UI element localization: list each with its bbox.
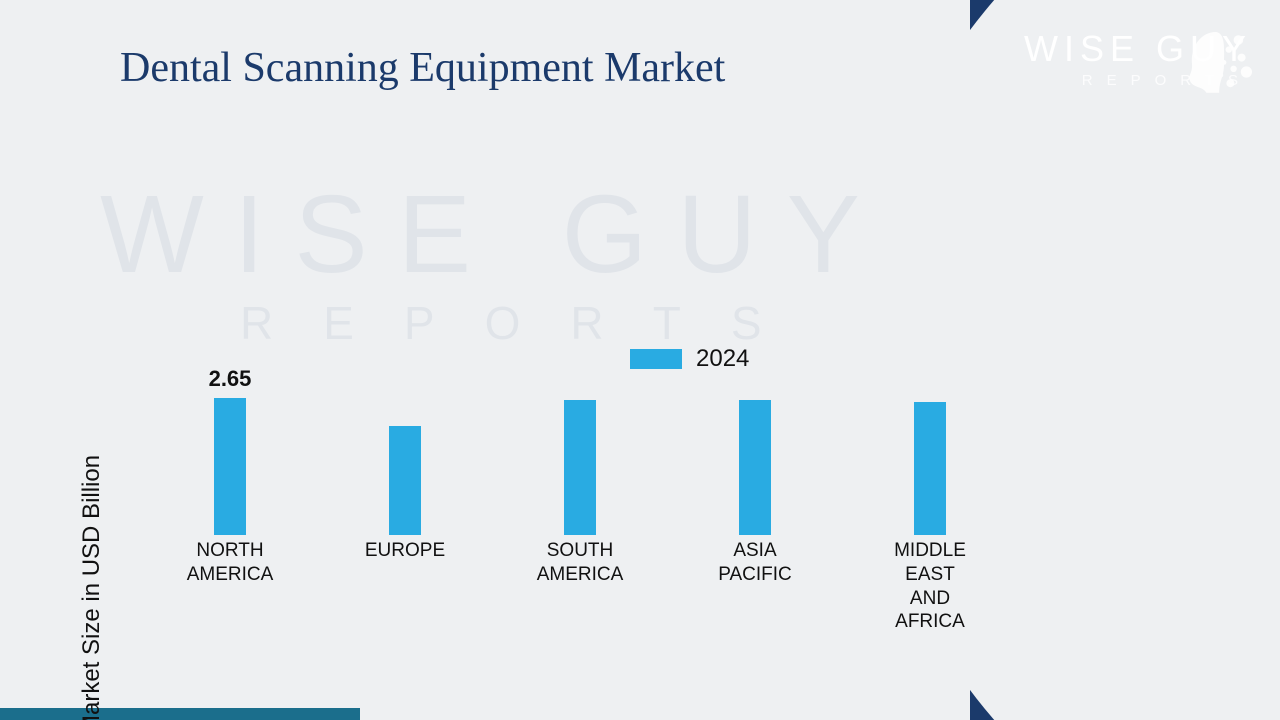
- y-axis-label: Market Size in USD Billion: [78, 455, 106, 720]
- plot-region: 2.65NORTH AMERICAEUROPESOUTH AMERICAASIA…: [120, 135, 1020, 535]
- category-label: NORTH AMERICA: [187, 539, 274, 587]
- category-label: EUROPE: [365, 539, 445, 563]
- bar: [389, 426, 421, 535]
- category-label: ASIA PACIFIC: [718, 539, 792, 587]
- brain-head-icon: [1176, 24, 1256, 104]
- legend-label: 2024: [696, 345, 749, 373]
- bar: [214, 398, 246, 535]
- bar-group: EUROPE: [325, 135, 485, 535]
- bottom-accent-bar: [0, 708, 360, 720]
- bar-group: ASIA PACIFIC: [675, 135, 835, 535]
- bar-value-label: 2.65: [209, 366, 252, 392]
- bar-group: SOUTH AMERICA: [500, 135, 660, 535]
- brand-logo: WISE GUY REPORTS: [1024, 28, 1252, 89]
- bar: [739, 400, 771, 535]
- legend: 2024: [630, 345, 749, 373]
- chart-area: Market Size in USD Billion 2.65NORTH AME…: [60, 135, 1020, 675]
- category-label: SOUTH AMERICA: [537, 539, 624, 587]
- bar: [914, 402, 946, 535]
- bar-group: MIDDLE EAST AND AFRICA: [850, 135, 1010, 535]
- chart-title: Dental Scanning Equipment Market: [120, 44, 725, 92]
- bar-group: 2.65NORTH AMERICA: [150, 135, 310, 535]
- stage: WISE GUY REPORTS Dental Scanning Equipme…: [0, 0, 1280, 720]
- bar: [564, 400, 596, 535]
- category-label: MIDDLE EAST AND AFRICA: [894, 539, 966, 634]
- legend-swatch: [630, 349, 682, 369]
